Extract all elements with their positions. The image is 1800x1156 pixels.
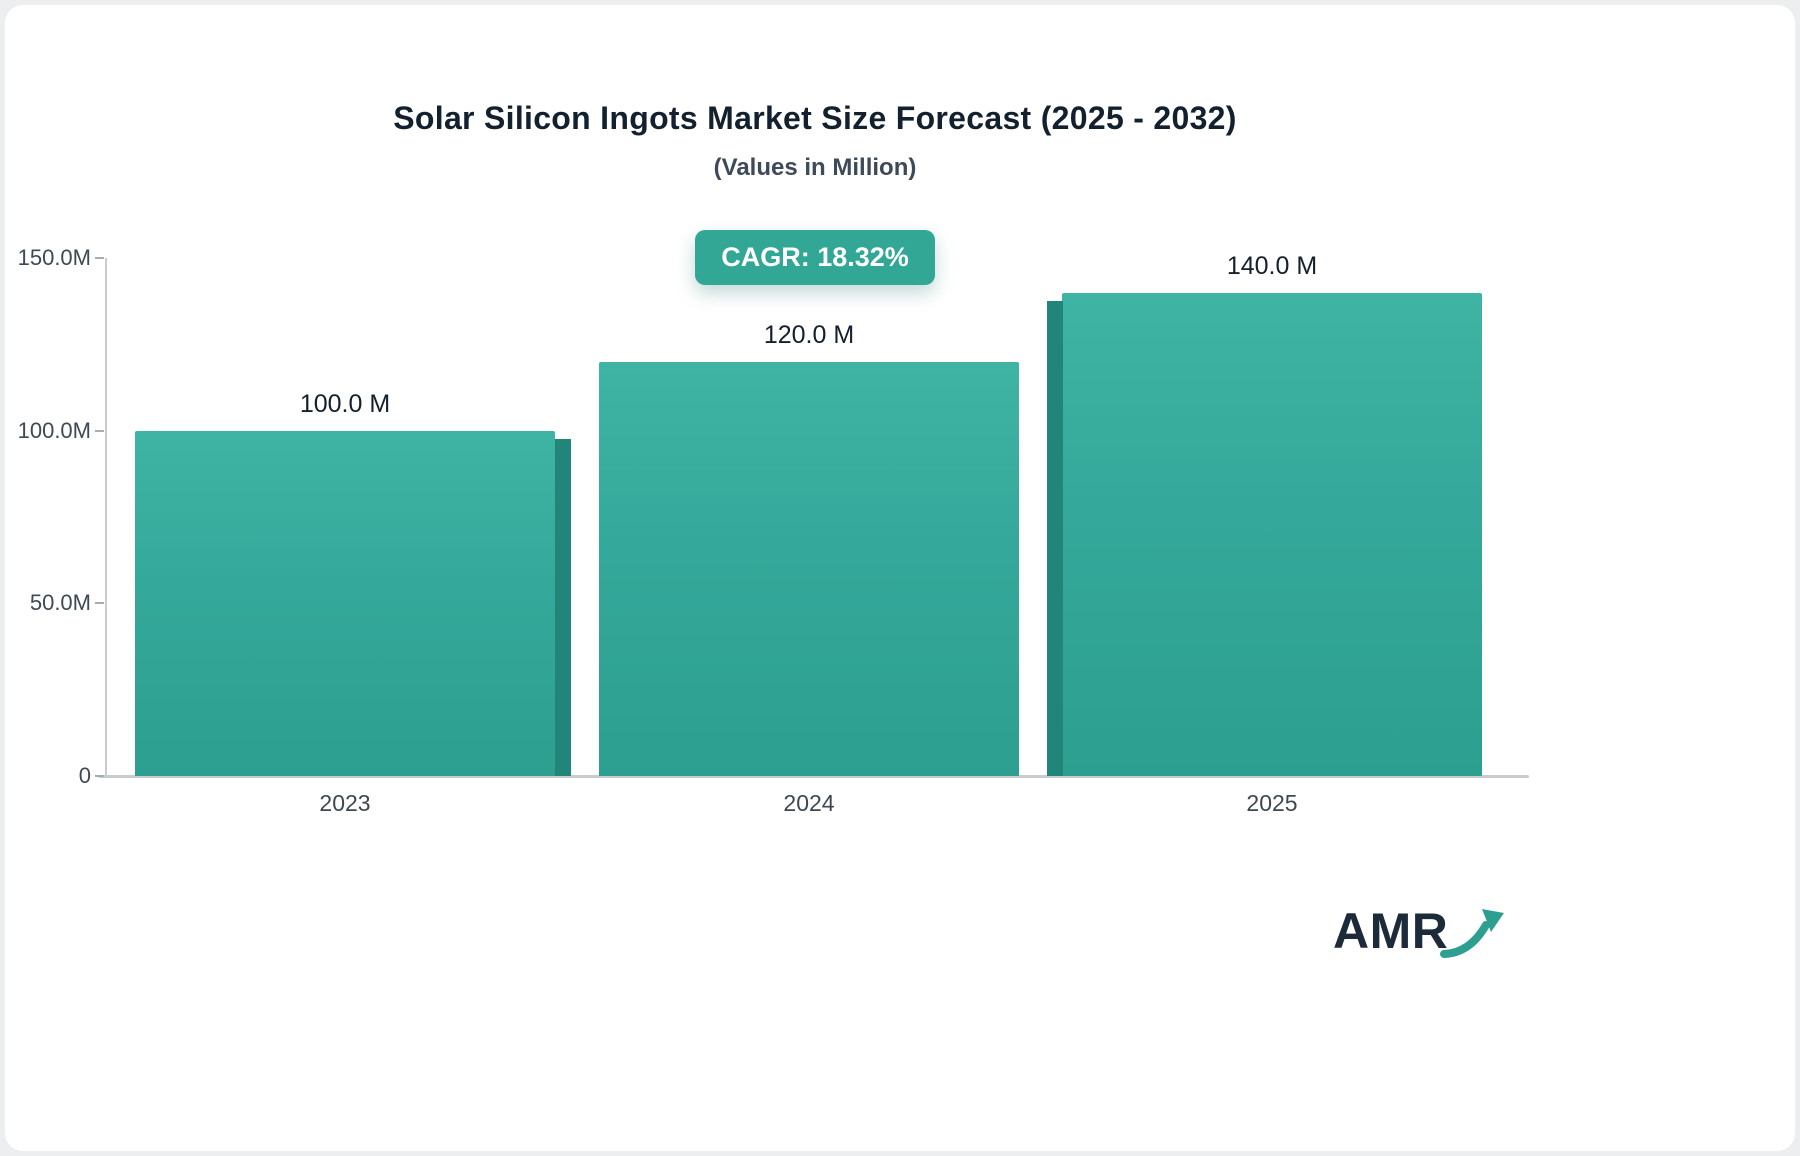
bar-2025[interactable]: 140.0 M: [1047, 252, 1482, 776]
y-tick-mark: [95, 429, 104, 432]
y-tick-label: 0: [78, 763, 91, 788]
cagr-badge: CAGR: 18.32%: [695, 230, 935, 285]
y-tick-mark: [95, 602, 104, 605]
y-tick-label: 150.0M: [17, 245, 91, 270]
bar-2024[interactable]: 120.0 M: [599, 321, 1019, 776]
logo-text: AMR: [1333, 903, 1449, 959]
plot-area: 150.0M 100.0M 50.0M 0 100.0 M 2023 120.0 M 2024…: [18, 245, 1529, 816]
bar-value-label: 100.0 M: [299, 389, 391, 418]
x-tick-label: 2024: [783, 790, 835, 816]
y-tick-mark: [95, 775, 104, 777]
chart-title: Solar Silicon Ingots Market Size Forecas…: [393, 100, 1237, 136]
logo-arrow-icon: [1440, 909, 1505, 958]
bar-value-label: 140.0 M: [1226, 251, 1318, 280]
x-tick-label: 2025: [1246, 790, 1298, 816]
chart-subtitle: (Values in Million): [713, 154, 917, 181]
bar-rect[interactable]: [135, 430, 555, 776]
y-tick-label: 50.0M: [29, 590, 91, 616]
bar-rect[interactable]: [599, 361, 1019, 776]
cagr-badge-wrap: CAGR: 18.32%: [105, 230, 1525, 285]
y-tick-mark: [95, 257, 104, 259]
bar-2023[interactable]: 100.0 M: [135, 390, 571, 776]
bar-rect[interactable]: [1062, 292, 1482, 776]
bar-3d-side: [555, 438, 571, 776]
bar-3d-side: [1047, 300, 1063, 776]
bar-value-label: 120.0 M: [763, 320, 855, 349]
y-tick-label: 100.0M: [17, 417, 91, 443]
x-axis-line: [98, 775, 1529, 778]
amr-logo: AMR: [1333, 901, 1506, 961]
chart-card: Solar Silicon Ingots Market Size Forecas…: [5, 5, 1795, 1151]
x-tick-label: 2023: [319, 790, 371, 816]
